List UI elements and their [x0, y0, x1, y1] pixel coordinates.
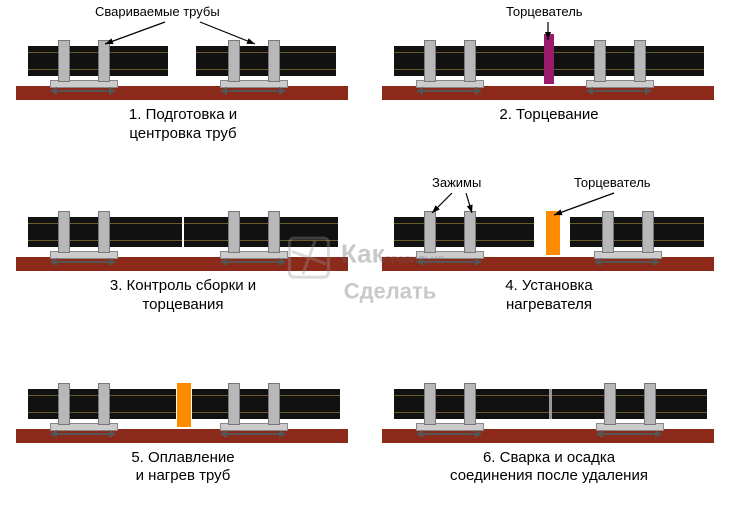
slide-arrow-icon	[226, 90, 280, 92]
caption-line: нагревателя	[366, 296, 732, 315]
clamp	[228, 40, 240, 82]
pipe	[552, 389, 707, 419]
callout-label: Свариваемые трубы	[95, 4, 220, 19]
caption-line: торцевания	[0, 296, 366, 315]
base-platform	[16, 86, 348, 100]
base-platform	[382, 429, 714, 443]
clamp	[268, 211, 280, 253]
clamp	[642, 211, 654, 253]
panel-1: Свариваемые трубы 1. Подготовка ицентровк…	[0, 0, 366, 171]
clamp	[424, 40, 436, 82]
callout-label: Зажимы	[432, 175, 481, 190]
clamp	[424, 383, 436, 425]
clamp	[268, 40, 280, 82]
callout-label: Торцеватель	[506, 4, 583, 19]
clamp	[424, 211, 436, 253]
weld-seam	[549, 389, 552, 419]
clamp	[58, 40, 70, 82]
panel-caption: 3. Контроль сборки иторцевания	[0, 277, 366, 315]
slide-arrow-icon	[602, 433, 656, 435]
caption-line: центровка труб	[0, 125, 366, 144]
panel-caption: 4. Установканагревателя	[366, 277, 732, 315]
base-platform	[16, 429, 348, 443]
clamp	[228, 211, 240, 253]
clamp	[58, 383, 70, 425]
slide-arrow-icon	[56, 433, 110, 435]
slide-arrow-icon	[600, 261, 654, 263]
clamp	[464, 211, 476, 253]
callout-label: Торцеватель	[574, 175, 651, 190]
caption-line: 6. Сварка и осадка	[366, 449, 732, 468]
clamp	[644, 383, 656, 425]
pipe	[570, 217, 704, 247]
panel-caption: 2. Торцевание	[366, 106, 732, 125]
clamp	[594, 40, 606, 82]
clamp	[604, 383, 616, 425]
caption-line: соединения после удаления	[366, 467, 732, 486]
slide-arrow-icon	[422, 90, 476, 92]
clamp	[58, 211, 70, 253]
pipe	[554, 46, 704, 76]
slide-arrow-icon	[226, 261, 280, 263]
caption-line: 4. Установка	[366, 277, 732, 296]
slide-arrow-icon	[56, 90, 110, 92]
clamp	[602, 211, 614, 253]
clamp	[98, 211, 110, 253]
clamp	[464, 383, 476, 425]
panel-caption: 6. Сварка и осадкасоединения после удале…	[366, 449, 732, 487]
caption-line: и нагрев труб	[0, 467, 366, 486]
facer-tool	[544, 34, 554, 84]
caption-line: 2. Торцевание	[366, 106, 732, 125]
caption-line: 5. Оплавление	[0, 449, 366, 468]
heater-plate	[177, 383, 191, 427]
clamp	[228, 383, 240, 425]
base-platform	[382, 257, 714, 271]
heater-plate	[546, 211, 560, 255]
panel-4: Зажимы Торцеватель 4. Установканагревателя	[366, 171, 732, 342]
panel-2: Торцеватель 2. Торцевание	[366, 0, 732, 171]
panel-3: 3. Контроль сборки иторцевания	[0, 171, 366, 342]
caption-line: 3. Контроль сборки и	[0, 277, 366, 296]
diagram-grid: Свариваемые трубы 1. Подготовка ицентровк…	[0, 0, 732, 514]
base-platform	[382, 86, 714, 100]
base-platform	[16, 257, 348, 271]
slide-arrow-icon	[226, 433, 280, 435]
clamp	[268, 383, 280, 425]
panel-caption: 5. Оплавлениеи нагрев труб	[0, 449, 366, 487]
slide-arrow-icon	[422, 261, 476, 263]
slide-arrow-icon	[56, 261, 110, 263]
clamp	[98, 40, 110, 82]
clamp	[464, 40, 476, 82]
clamp	[634, 40, 646, 82]
pipe	[192, 389, 340, 419]
pipe	[184, 217, 338, 247]
slide-arrow-icon	[592, 90, 646, 92]
slide-arrow-icon	[422, 433, 476, 435]
clamp	[98, 383, 110, 425]
caption-line: 1. Подготовка и	[0, 106, 366, 125]
panel-5: 5. Оплавлениеи нагрев труб	[0, 343, 366, 514]
panel-6: 6. Сварка и осадкасоединения после удале…	[366, 343, 732, 514]
pipe	[196, 46, 336, 76]
panel-caption: 1. Подготовка ицентровка труб	[0, 106, 366, 144]
